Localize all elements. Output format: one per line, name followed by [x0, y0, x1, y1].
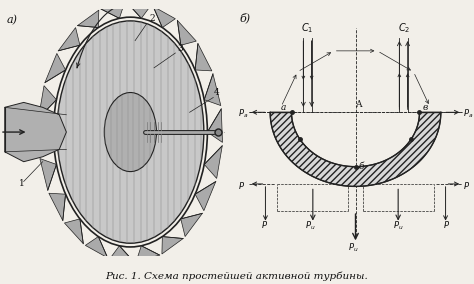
Text: $P_a$: $P_a$	[464, 107, 474, 120]
Text: б): б)	[239, 12, 250, 23]
Text: A: A	[355, 100, 361, 109]
Text: $C_2$: $C_2$	[398, 21, 410, 35]
Text: $C_1$: $C_1$	[301, 21, 313, 35]
Polygon shape	[40, 158, 56, 190]
Polygon shape	[204, 74, 221, 106]
Polygon shape	[153, 6, 175, 28]
Polygon shape	[38, 86, 56, 118]
Text: $P_a$: $P_a$	[238, 107, 248, 120]
Text: б: б	[359, 162, 365, 171]
Polygon shape	[127, 3, 151, 18]
Text: $P$: $P$	[443, 220, 450, 230]
Text: 4: 4	[213, 88, 219, 97]
Polygon shape	[177, 20, 196, 45]
Polygon shape	[162, 237, 183, 254]
Text: $P$: $P$	[238, 180, 245, 191]
Polygon shape	[101, 3, 125, 18]
Text: 1: 1	[19, 179, 25, 188]
Polygon shape	[64, 219, 83, 244]
Text: $P_u$: $P_u$	[393, 220, 404, 232]
Polygon shape	[195, 181, 216, 211]
Text: Рис. 1. Схема простейшей активной турбины.: Рис. 1. Схема простейшей активной турбин…	[106, 272, 368, 281]
Polygon shape	[49, 193, 65, 221]
Text: $P$: $P$	[464, 180, 470, 191]
Text: $P_u$: $P_u$	[348, 242, 359, 254]
Polygon shape	[45, 53, 65, 83]
Text: 3: 3	[178, 43, 183, 53]
Text: 2: 2	[149, 14, 155, 23]
Ellipse shape	[104, 93, 156, 172]
Polygon shape	[78, 10, 99, 28]
Ellipse shape	[57, 21, 204, 243]
Text: $P_u$: $P_u$	[304, 220, 315, 232]
Polygon shape	[208, 109, 222, 143]
Polygon shape	[195, 43, 212, 71]
Text: a: a	[281, 103, 286, 112]
Text: в: в	[423, 103, 428, 112]
Polygon shape	[270, 112, 441, 186]
Polygon shape	[38, 122, 53, 155]
Polygon shape	[110, 246, 134, 262]
Polygon shape	[204, 146, 222, 178]
Text: а): а)	[7, 15, 18, 25]
Text: $P$: $P$	[261, 220, 268, 230]
Polygon shape	[136, 246, 160, 262]
Polygon shape	[5, 103, 66, 162]
Polygon shape	[85, 237, 108, 258]
Polygon shape	[181, 213, 202, 237]
Polygon shape	[58, 28, 80, 51]
